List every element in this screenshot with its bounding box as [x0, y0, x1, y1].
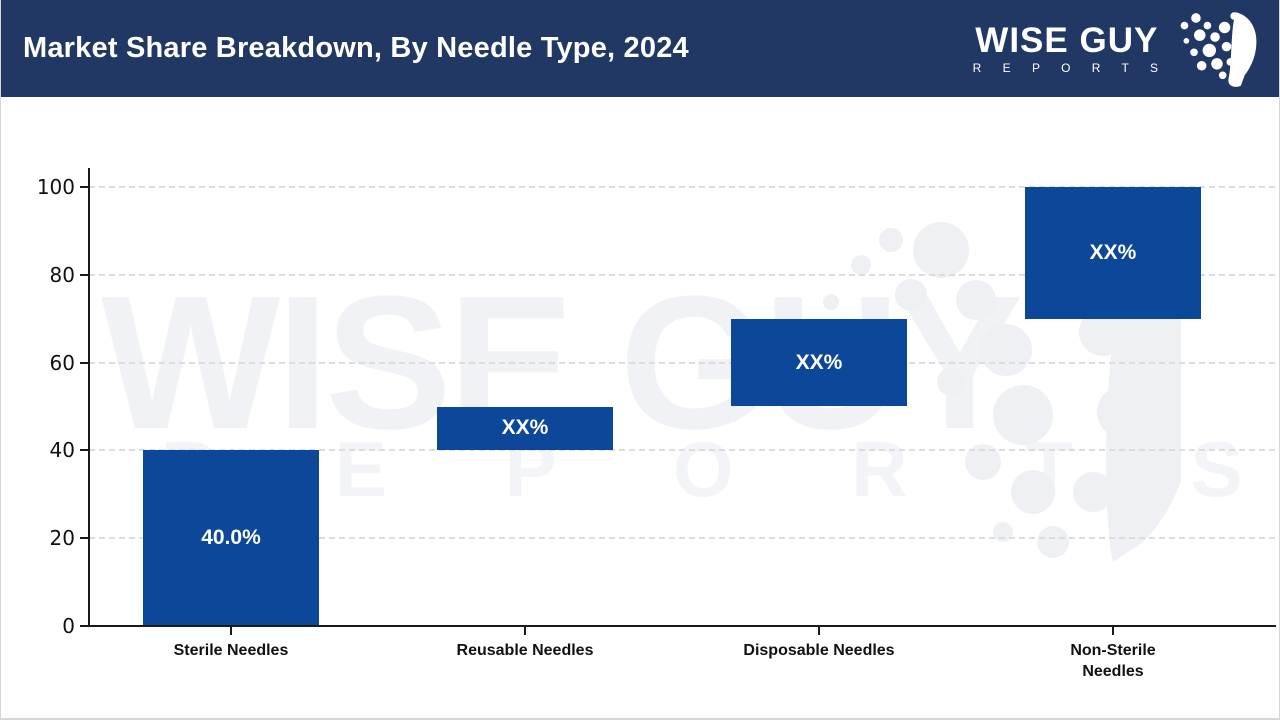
x-tick-mark-sterile-needles	[230, 627, 232, 635]
gridline-80	[89, 273, 1275, 276]
y-tick-mark-20	[80, 537, 88, 540]
y-tick-mark-0	[80, 625, 88, 627]
y-tick-mark-100	[80, 186, 88, 188]
logo-wordmark-line2: R E P O R T S	[972, 60, 1167, 75]
y-tick-label-60: 60	[49, 350, 75, 375]
y-tick-mark-40	[80, 449, 88, 452]
watermark-reports: R E P O R T S	[161, 425, 1280, 513]
bar-value-label-sterile-needles: 40.0%	[201, 526, 261, 550]
x-axis-line	[88, 625, 1276, 627]
y-tick-label-20: 20	[49, 526, 75, 551]
bar-value-label-non-sterile-needles: XX%	[1089, 240, 1137, 264]
x-tick-mark-non-sterile-needles	[1112, 627, 1114, 635]
gridline-40	[89, 449, 1275, 452]
x-tick-mark-disposable-needles	[818, 627, 820, 635]
y-axis-line	[88, 168, 90, 627]
y-tick-label-0: 0	[62, 614, 75, 638]
x-category-label-disposable-needles: Disposable Needles	[743, 642, 895, 659]
page-title: Market Share Breakdown, By Needle Type, …	[23, 32, 689, 64]
header-band: Market Share Breakdown, By Needle Type, …	[1, 0, 1279, 97]
x-category-label-reusable-needles: Reusable Needles	[456, 642, 594, 659]
y-tick-label-40: 40	[49, 438, 75, 463]
watermark-face-icon	[823, 222, 1181, 562]
logo-wordmark-line1: WISE GUY	[975, 20, 1159, 60]
bar-reusable-needles: XX%	[437, 406, 613, 451]
y-tick-label-100: 100	[36, 175, 75, 199]
bar-value-label-disposable-needles: XX%	[795, 350, 843, 374]
logo-wordmark: WISE GUY R E P O R T S	[967, 20, 1167, 75]
bar-non-sterile-needles: XX%	[1025, 187, 1201, 319]
y-tick-mark-60	[80, 361, 88, 364]
gridline-100	[89, 186, 1275, 188]
wise-guy-logo-face-icon	[1180, 11, 1257, 87]
y-tick-mark-80	[80, 273, 88, 276]
bar-disposable-needles: XX%	[731, 318, 907, 407]
bar-sterile-needles: 40.0%	[143, 450, 319, 626]
y-tick-label-80: 80	[49, 262, 75, 287]
bar-value-label-reusable-needles: XX%	[501, 416, 549, 440]
gridline-20	[89, 537, 1275, 540]
wise-guy-reports-logo: WISE GUY R E P O R T S	[967, 7, 1259, 91]
x-category-label-non-sterile-needles: Non-Sterile Needles	[1070, 642, 1156, 680]
x-category-label-sterile-needles: Sterile Needles	[173, 642, 289, 659]
x-tick-mark-reusable-needles	[524, 627, 526, 635]
gridline-60	[89, 361, 1275, 364]
